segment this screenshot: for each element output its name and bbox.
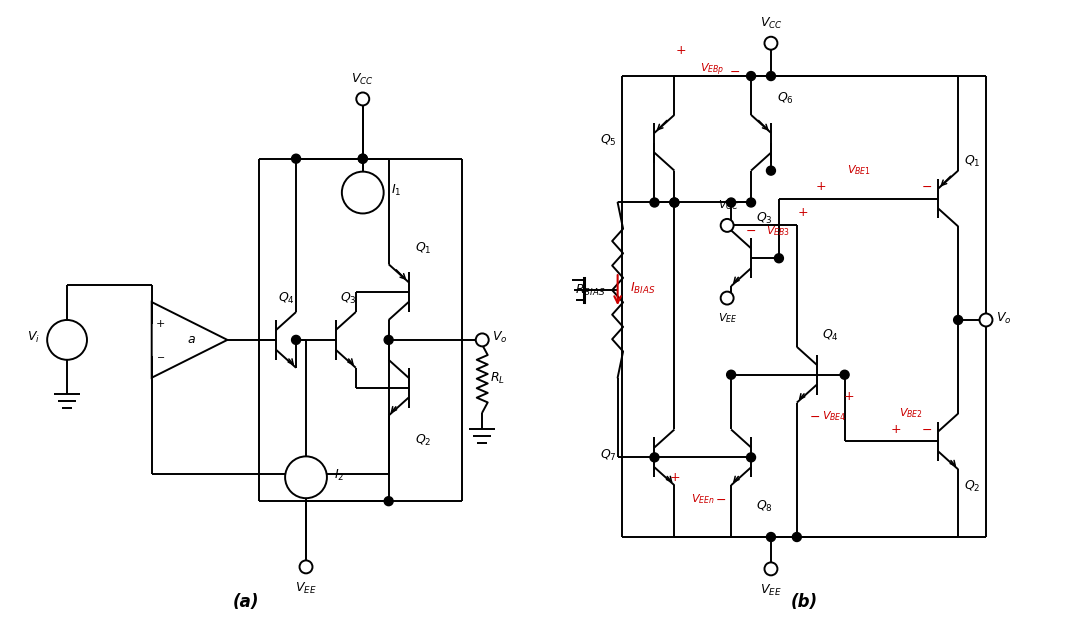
Circle shape: [747, 453, 755, 462]
Circle shape: [292, 154, 301, 163]
Text: +: +: [670, 471, 681, 484]
Text: +: +: [156, 319, 166, 329]
Text: +: +: [815, 180, 826, 193]
Text: $V_{EE}$: $V_{EE}$: [718, 311, 738, 325]
Circle shape: [384, 335, 393, 345]
Text: $-$: $-$: [809, 410, 821, 423]
Circle shape: [649, 453, 659, 462]
Text: $I_1$: $I_1$: [391, 183, 401, 198]
Text: $I_2$: $I_2$: [334, 467, 345, 483]
Circle shape: [766, 72, 776, 81]
Text: $Q_7$: $Q_7$: [600, 448, 616, 463]
Circle shape: [476, 333, 489, 347]
Text: $V_o$: $V_o$: [492, 330, 507, 345]
Circle shape: [358, 154, 367, 163]
Text: (a): (a): [233, 593, 260, 610]
Circle shape: [766, 532, 776, 542]
Text: $Q_4$: $Q_4$: [822, 328, 839, 343]
Text: (b): (b): [791, 593, 817, 610]
Circle shape: [764, 563, 778, 575]
Text: $-$: $-$: [729, 65, 740, 77]
Text: $V_{EBp}$: $V_{EBp}$: [701, 61, 725, 77]
Circle shape: [356, 93, 369, 105]
Text: $Q_6$: $Q_6$: [777, 91, 794, 106]
Text: $Q_2$: $Q_2$: [964, 479, 980, 495]
Circle shape: [793, 532, 801, 542]
Circle shape: [670, 198, 678, 207]
Circle shape: [764, 37, 778, 50]
Text: $V_o$: $V_o$: [996, 311, 1011, 326]
Circle shape: [47, 320, 87, 360]
Text: $R_L$: $R_L$: [490, 371, 505, 386]
Circle shape: [747, 198, 755, 207]
Circle shape: [358, 154, 367, 163]
Text: +: +: [675, 43, 686, 57]
Circle shape: [766, 166, 776, 175]
Circle shape: [649, 198, 659, 207]
Circle shape: [384, 496, 393, 506]
Text: $-$: $-$: [920, 180, 932, 193]
Text: $-$: $-$: [920, 423, 932, 436]
Text: $a$: $a$: [187, 333, 196, 347]
Circle shape: [840, 370, 850, 379]
Circle shape: [747, 72, 755, 81]
Circle shape: [727, 198, 735, 207]
Text: $-$: $-$: [746, 224, 756, 237]
Text: $Q_1$: $Q_1$: [414, 241, 431, 256]
Text: +: +: [891, 423, 902, 436]
Text: $-$: $-$: [715, 493, 727, 506]
Text: $V_{CC}$: $V_{CC}$: [718, 198, 738, 212]
Circle shape: [292, 335, 301, 345]
Circle shape: [300, 561, 312, 573]
Text: $V_{CC}$: $V_{CC}$: [760, 16, 782, 32]
Text: $V_{EB3}$: $V_{EB3}$: [766, 224, 790, 238]
Circle shape: [727, 370, 735, 379]
Text: $V_{CC}$: $V_{CC}$: [351, 72, 374, 87]
Text: $V_{EE}$: $V_{EE}$: [760, 583, 782, 598]
Circle shape: [953, 316, 963, 324]
Text: +: +: [797, 206, 808, 219]
Text: $R_{BIAS}$: $R_{BIAS}$: [576, 283, 606, 297]
Text: +: +: [843, 390, 854, 403]
Text: $Q_2$: $Q_2$: [414, 432, 431, 447]
Circle shape: [285, 456, 327, 498]
Circle shape: [775, 254, 783, 263]
Text: $-$: $-$: [156, 351, 165, 361]
Text: $Q_5$: $Q_5$: [600, 133, 616, 148]
Circle shape: [979, 314, 993, 326]
Circle shape: [721, 292, 734, 304]
Circle shape: [341, 171, 384, 214]
Text: $V_{EEn}$: $V_{EEn}$: [691, 492, 715, 506]
Text: $V_i$: $V_i$: [27, 330, 41, 345]
Text: $Q_3$: $Q_3$: [756, 211, 773, 226]
Text: $V_{BE4}$: $V_{BE4}$: [822, 410, 846, 423]
Text: $Q_8$: $Q_8$: [756, 499, 773, 514]
Text: $V_{EE}$: $V_{EE}$: [295, 581, 317, 596]
Circle shape: [670, 198, 678, 207]
Text: $V_{BE2}$: $V_{BE2}$: [899, 406, 923, 420]
Text: $V_{BE1}$: $V_{BE1}$: [846, 163, 871, 176]
Circle shape: [721, 219, 734, 232]
Text: $Q_3$: $Q_3$: [340, 291, 356, 306]
Text: $Q_4$: $Q_4$: [278, 291, 295, 306]
Text: $-$: $-$: [62, 342, 72, 352]
Text: $Q_1$: $Q_1$: [964, 154, 981, 169]
Text: +: +: [62, 328, 72, 338]
Text: $I_{BIAS}$: $I_{BIAS}$: [629, 280, 655, 295]
